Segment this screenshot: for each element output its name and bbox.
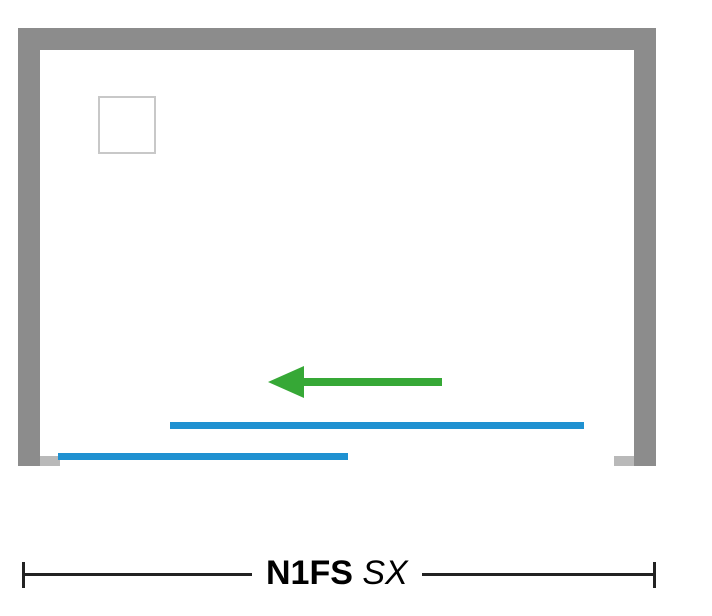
frame-top	[18, 28, 656, 50]
label-italic: SX	[362, 554, 407, 592]
shower-door-diagram: N1FS SX	[0, 0, 712, 616]
dimension-tick-right	[653, 562, 656, 588]
reference-square	[98, 96, 156, 154]
direction-arrow-left-icon	[268, 362, 448, 402]
frame-left	[18, 28, 40, 466]
door-track-upper	[170, 422, 584, 429]
frame-right	[634, 28, 656, 466]
model-label: N1FS SX	[252, 556, 422, 590]
dimension-tick-left	[22, 562, 25, 588]
frame-foot-right	[614, 456, 634, 466]
door-track-lower	[58, 453, 348, 460]
label-bold: N1FS	[266, 554, 353, 592]
frame-foot-left	[40, 456, 60, 466]
